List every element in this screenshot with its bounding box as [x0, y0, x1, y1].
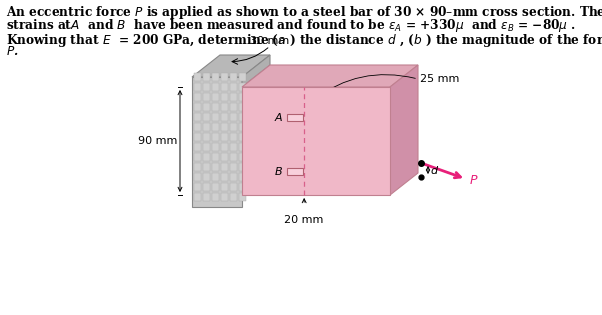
Bar — [287, 168, 303, 175]
Bar — [194, 153, 201, 161]
Bar — [221, 193, 228, 201]
Bar — [194, 193, 201, 201]
Bar — [203, 193, 210, 201]
Bar — [221, 113, 228, 121]
Bar — [230, 163, 237, 171]
Bar — [221, 93, 228, 101]
Bar — [239, 73, 246, 81]
Text: Knowing that $E$  = 200 GPa, determine ($a$ ) the distance $d$ , ($b$ ) the magn: Knowing that $E$ = 200 GPa, determine ($… — [6, 32, 602, 49]
Bar — [203, 153, 210, 161]
Text: $B$: $B$ — [274, 165, 283, 177]
Bar — [212, 143, 219, 151]
Bar — [239, 83, 246, 91]
Bar — [221, 83, 228, 91]
Bar — [212, 153, 219, 161]
Text: 30 mm: 30 mm — [250, 36, 290, 46]
Bar — [194, 73, 201, 81]
Bar — [194, 163, 201, 171]
Bar — [239, 193, 246, 201]
Text: $P$: $P$ — [469, 174, 479, 186]
Polygon shape — [192, 77, 242, 207]
Polygon shape — [192, 55, 270, 77]
Bar — [239, 183, 246, 191]
Bar — [221, 103, 228, 111]
Polygon shape — [242, 87, 390, 195]
Bar — [239, 103, 246, 111]
Bar — [212, 183, 219, 191]
Bar — [287, 113, 303, 121]
Bar — [194, 103, 201, 111]
Bar — [239, 113, 246, 121]
Bar — [203, 133, 210, 141]
Bar — [230, 173, 237, 181]
Bar — [230, 183, 237, 191]
Bar — [230, 103, 237, 111]
Bar — [212, 123, 219, 131]
Bar — [230, 113, 237, 121]
Bar — [203, 73, 210, 81]
Bar — [230, 193, 237, 201]
Bar — [230, 123, 237, 131]
Text: 90 mm: 90 mm — [138, 136, 177, 146]
Bar — [230, 133, 237, 141]
Bar — [221, 123, 228, 131]
Bar — [239, 123, 246, 131]
Bar — [230, 93, 237, 101]
Bar — [239, 93, 246, 101]
Bar — [212, 133, 219, 141]
Bar — [221, 173, 228, 181]
Text: $d$: $d$ — [430, 164, 439, 176]
Bar — [203, 173, 210, 181]
Bar — [239, 173, 246, 181]
Bar — [221, 133, 228, 141]
Text: $P$.: $P$. — [6, 45, 19, 58]
Bar — [203, 123, 210, 131]
Bar — [239, 153, 246, 161]
Bar — [203, 113, 210, 121]
Text: 45 mm: 45 mm — [328, 148, 368, 158]
Bar — [203, 83, 210, 91]
Text: strains at$A$  and $B$  have been measured and found to be $\varepsilon_{A}$ = +: strains at$A$ and $B$ have been measured… — [6, 17, 576, 34]
Bar — [239, 143, 246, 151]
Bar — [239, 133, 246, 141]
Bar — [203, 143, 210, 151]
Bar — [212, 173, 219, 181]
Text: 25 mm: 25 mm — [420, 74, 459, 84]
Bar — [230, 153, 237, 161]
Bar — [221, 143, 228, 151]
Bar — [194, 123, 201, 131]
Bar — [194, 133, 201, 141]
Bar — [230, 73, 237, 81]
Bar — [212, 73, 219, 81]
Bar — [221, 163, 228, 171]
Bar — [212, 83, 219, 91]
Bar — [221, 153, 228, 161]
Bar — [212, 103, 219, 111]
Bar — [194, 173, 201, 181]
Bar — [221, 73, 228, 81]
Bar — [230, 83, 237, 91]
Bar — [203, 103, 210, 111]
Text: $A$: $A$ — [274, 111, 283, 123]
Bar — [194, 83, 201, 91]
Bar — [203, 183, 210, 191]
Bar — [194, 143, 201, 151]
Bar — [212, 93, 219, 101]
Bar — [194, 113, 201, 121]
Bar — [212, 113, 219, 121]
Bar — [212, 193, 219, 201]
Text: An eccentric force $P$ is applied as shown to a steel bar of 30 × 90–mm cross se: An eccentric force $P$ is applied as sho… — [6, 4, 602, 21]
Bar — [221, 183, 228, 191]
Bar — [194, 93, 201, 101]
Polygon shape — [390, 65, 418, 195]
Bar — [203, 93, 210, 101]
Text: 20 mm: 20 mm — [285, 215, 324, 225]
Bar — [212, 163, 219, 171]
Bar — [239, 163, 246, 171]
Bar — [203, 163, 210, 171]
Polygon shape — [242, 65, 418, 87]
Polygon shape — [242, 55, 270, 87]
Bar — [194, 183, 201, 191]
Bar — [230, 143, 237, 151]
